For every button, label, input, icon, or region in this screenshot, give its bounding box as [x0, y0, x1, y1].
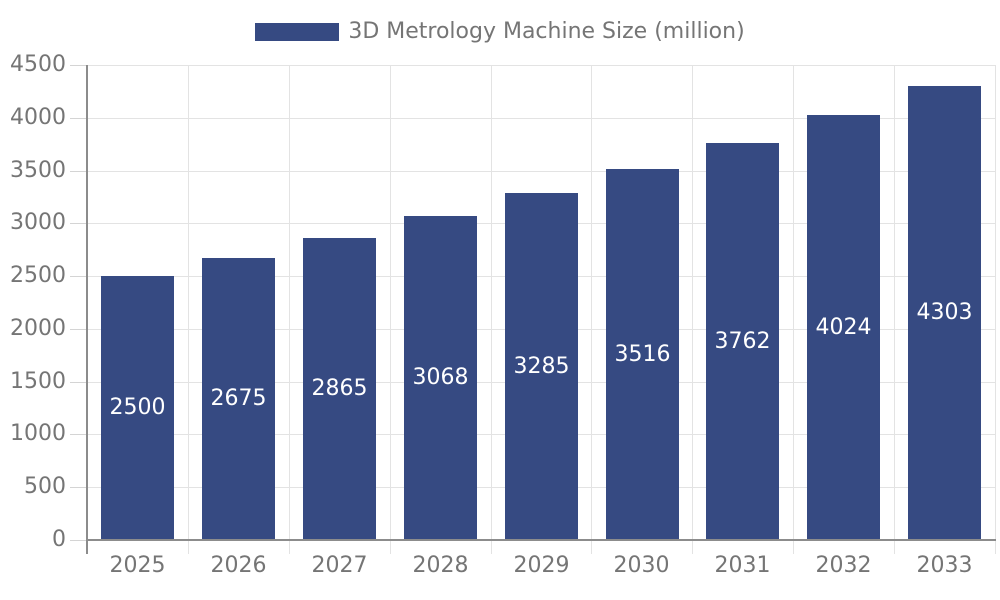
- bar-value-label: 4303: [916, 300, 973, 325]
- x-tick-label: 2029: [513, 553, 570, 578]
- bar-value-label: 2865: [311, 376, 368, 401]
- x-tick-label: 2030: [613, 553, 670, 578]
- y-tick-label: 1500: [10, 369, 66, 394]
- y-axis-tick-icon: [70, 118, 87, 119]
- y-tick-label: 1000: [10, 421, 66, 446]
- gridline-vertical: [289, 65, 290, 554]
- gridline-horizontal: [87, 118, 995, 119]
- x-tick-label: 2025: [109, 553, 166, 578]
- bar: 2675: [202, 258, 275, 540]
- bar-value-label: 4024: [815, 314, 872, 340]
- bar-value-label: 3516: [614, 341, 671, 367]
- bar: 2500: [101, 276, 174, 540]
- x-tick-label: 2027: [311, 553, 368, 578]
- y-axis-tick-icon: [70, 276, 87, 277]
- y-axis-tick-icon: [70, 329, 87, 330]
- gridline-vertical: [188, 65, 189, 554]
- gridline-horizontal: [87, 171, 995, 172]
- bar-value-label: 2675: [210, 386, 267, 411]
- y-tick-label: 4500: [10, 52, 66, 77]
- y-axis-tick-icon: [70, 434, 87, 435]
- bar: 3762: [706, 143, 779, 540]
- y-tick-label: 4000: [10, 105, 66, 130]
- gridline-vertical: [390, 65, 391, 554]
- legend-item[interactable]: 3D Metrology Machine Size (million): [255, 19, 745, 45]
- y-tick-label: 2500: [10, 263, 66, 288]
- gridline-vertical: [692, 65, 693, 554]
- y-tick-label: 2000: [10, 316, 66, 341]
- gridline-horizontal: [87, 65, 995, 66]
- y-axis-tick-icon: [70, 540, 87, 541]
- bar: 2865: [303, 238, 376, 540]
- y-tick-label: 3000: [10, 210, 66, 235]
- bar: 3068: [404, 216, 477, 540]
- y-tick-label: 0: [52, 527, 66, 552]
- legend-label: 3D Metrology Machine Size (million): [348, 19, 745, 44]
- y-axis-tick-icon: [70, 223, 87, 224]
- x-tick-label: 2031: [714, 553, 771, 578]
- bar-value-label: 3762: [714, 328, 771, 354]
- x-tick-label: 2032: [815, 553, 872, 578]
- y-axis-tick-icon: [70, 65, 87, 66]
- y-tick-label: 3500: [10, 158, 66, 183]
- bar: 4024: [807, 115, 880, 540]
- legend-swatch-icon: [255, 23, 340, 41]
- x-tick-label: 2026: [210, 553, 267, 578]
- x-tick-label: 2028: [412, 553, 469, 578]
- x-tick-label: 2033: [916, 553, 973, 578]
- y-axis-tick-icon: [70, 487, 87, 488]
- gridline-vertical: [491, 65, 492, 554]
- gridline-vertical: [793, 65, 794, 554]
- bar: 3516: [606, 169, 679, 540]
- y-tick-label: 500: [24, 474, 66, 499]
- y-axis-tick-icon: [70, 382, 87, 383]
- gridline-vertical: [995, 65, 996, 554]
- bar-value-label: 2500: [109, 395, 166, 420]
- bar: 4303: [908, 86, 981, 540]
- x-axis-line: [86, 539, 996, 541]
- bar-value-label: 3285: [513, 353, 570, 379]
- y-axis-tick-icon: [70, 171, 87, 172]
- y-axis-line: [86, 65, 88, 554]
- gridline-vertical: [591, 65, 592, 554]
- bar-value-label: 3068: [412, 365, 469, 390]
- gridline-vertical: [894, 65, 895, 554]
- bar: 3285: [505, 193, 578, 540]
- legend: 3D Metrology Machine Size (million): [0, 19, 1000, 45]
